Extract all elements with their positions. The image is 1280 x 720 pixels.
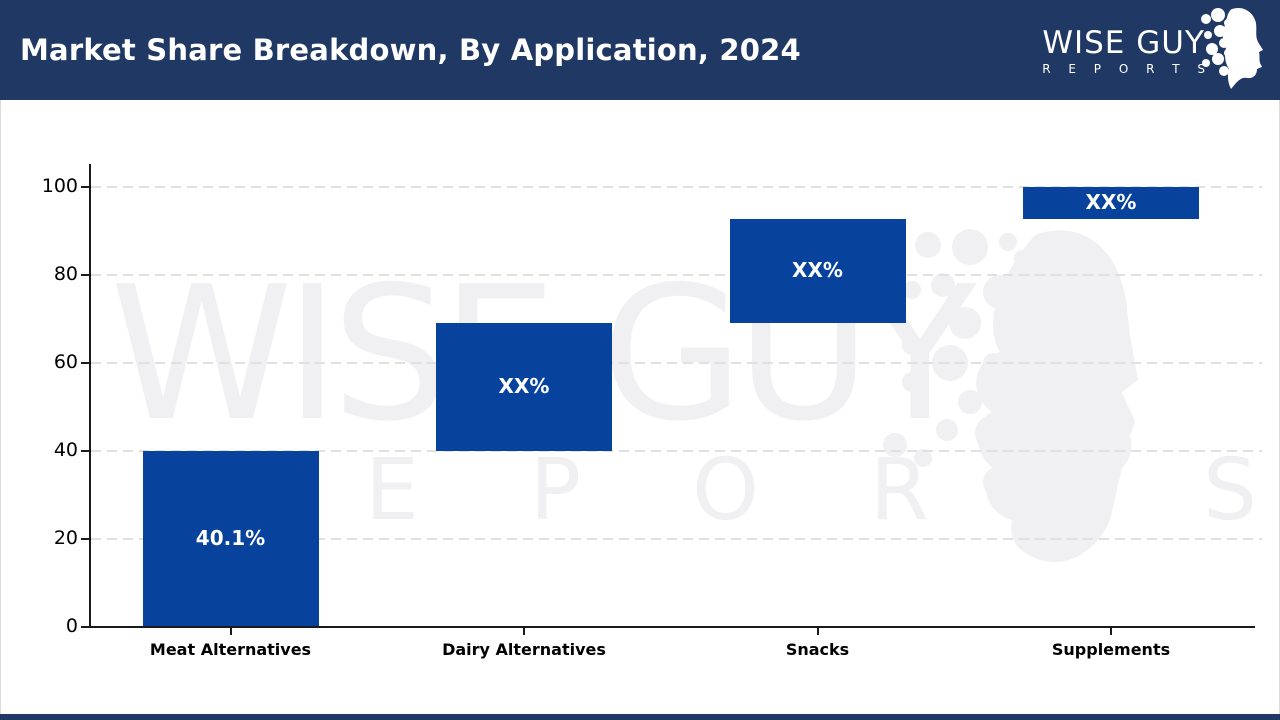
y-tick-80: [81, 274, 89, 276]
bar-snacks: [729, 219, 906, 324]
bar-dairy-alternatives: [436, 323, 612, 451]
x-tick-snacks: [816, 628, 819, 635]
logo-head-icon: [1201, 7, 1263, 89]
bar-label-meat-alternatives: 40.1%: [195, 525, 266, 550]
y-tick-label-80: 80: [53, 263, 78, 285]
x-label-meat-alternatives: Meat Alternatives: [149, 640, 312, 659]
y-axis-spine: [89, 164, 91, 628]
y-tick-100: [81, 186, 89, 188]
wise-guy-reports-logo: WISE GUY R E P O R T S: [1035, 4, 1268, 96]
bar-supplements: [1023, 187, 1199, 220]
y-tick-0: [81, 626, 89, 628]
y-tick-20: [81, 538, 89, 540]
bar-meat-alternatives: [142, 450, 319, 627]
y-tick-60: [81, 362, 89, 364]
bar-label-supplements: XX%: [1085, 190, 1137, 215]
y-tick-label-40: 40: [53, 439, 78, 461]
x-tick-meat-alternatives: [229, 628, 232, 635]
gridline-60: [91, 362, 1262, 364]
y-tick-label-20: 20: [53, 527, 78, 549]
gridline-100: [91, 186, 1262, 188]
x-label-supplements: Supplements: [1051, 640, 1171, 659]
y-tick-label-60: 60: [53, 351, 78, 373]
header-bar: Market Share Breakdown, By Application, …: [0, 0, 1280, 100]
gridline-20: [91, 538, 1262, 540]
gridline-40: [91, 450, 1262, 452]
x-tick-dairy-alternatives: [523, 628, 525, 635]
y-tick-label-0: 0: [65, 615, 78, 637]
y-tick-40: [81, 450, 89, 452]
x-label-snacks: Snacks: [785, 640, 850, 659]
y-tick-label-100: 100: [41, 175, 78, 197]
logo-wordmark-line1: WISE GUY: [1042, 24, 1205, 61]
gridline-80: [91, 274, 1262, 276]
page-title: Market Share Breakdown, By Application, …: [20, 33, 801, 67]
x-axis-spine: [89, 626, 1255, 628]
logo-wordmark: WISE GUY R E P O R T S: [1035, 25, 1212, 76]
x-label-dairy-alternatives: Dairy Alternatives: [442, 640, 606, 659]
watermark-head-icon: [883, 229, 1138, 563]
bar-label-snacks: XX%: [792, 258, 843, 283]
footer-bar: [0, 714, 1280, 720]
logo-wordmark-line2: R E P O R T S: [1042, 61, 1212, 76]
x-tick-supplements: [1110, 628, 1112, 635]
bar-label-dairy-alternatives: XX%: [498, 373, 550, 398]
